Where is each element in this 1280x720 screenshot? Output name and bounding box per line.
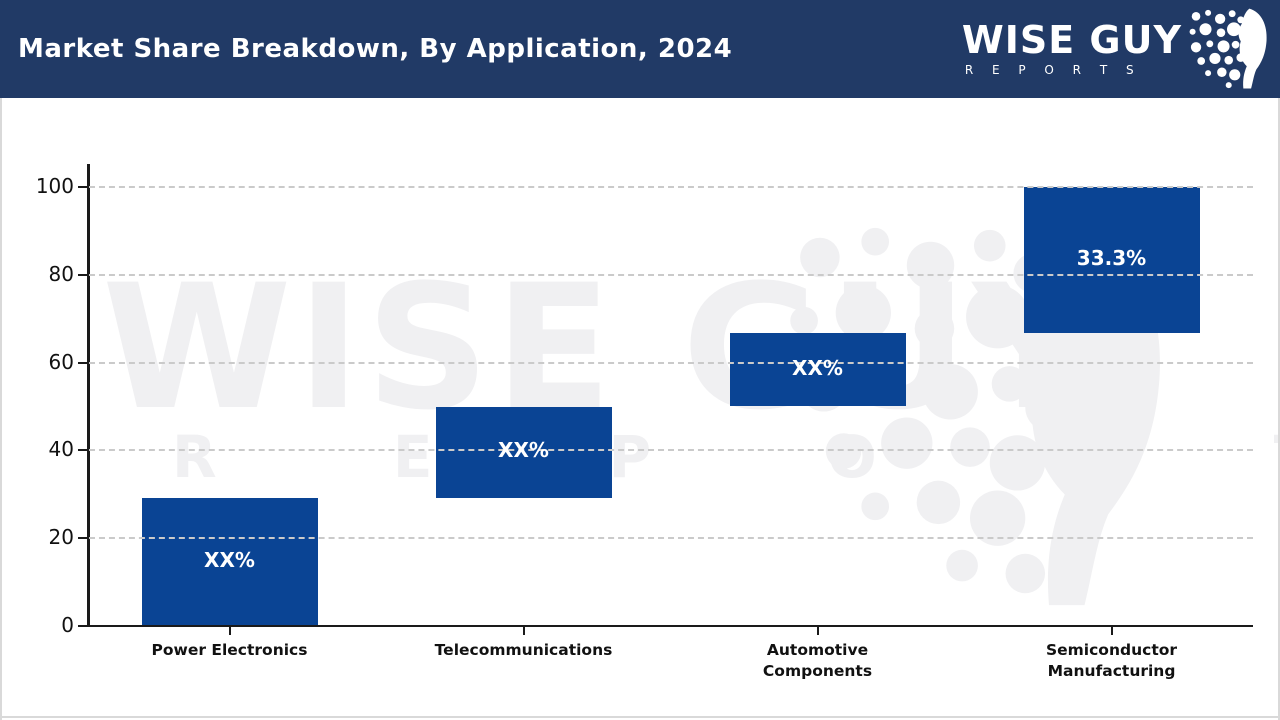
page-border-bottom xyxy=(0,716,1280,718)
page-title: Market Share Breakdown, By Application, … xyxy=(18,34,733,64)
category-label-power-electronics: Power Electronics xyxy=(110,640,350,661)
y-tick-label: 20 xyxy=(48,525,74,550)
gridline-40 xyxy=(89,449,1253,452)
y-tickmark xyxy=(78,186,87,188)
category-label-line: Components xyxy=(762,661,873,680)
y-tick-label: 0 xyxy=(61,613,74,637)
category-label-automotive-components: Automotive Components xyxy=(698,640,938,682)
header-bar: Market Share Breakdown, By Application, … xyxy=(0,0,1280,98)
gridline-20 xyxy=(89,537,1253,540)
wise-guy-reports-logo: WISE GUY R E P O R T S xyxy=(962,5,1270,93)
logo-text: WISE GUY R E P O R T S xyxy=(962,21,1182,77)
category-label-line: Semiconductor xyxy=(1045,641,1178,659)
page-border-left xyxy=(0,98,2,720)
y-tickmark xyxy=(78,361,87,364)
x-tickmark xyxy=(522,627,525,635)
y-tickmark xyxy=(78,625,87,627)
y-tick-label: 60 xyxy=(48,349,74,374)
category-label-line: Automotive xyxy=(766,641,869,659)
bar-value-label-automotive-components: XX% xyxy=(792,355,843,380)
category-label-line: Telecommunications xyxy=(434,641,613,659)
bar-value-label-semiconductor-manufacturing: 33.3% xyxy=(1076,246,1147,271)
y-axis-spine xyxy=(87,164,90,627)
bar-semiconductor-manufacturing xyxy=(1023,187,1200,334)
gridline-100 xyxy=(89,186,1253,188)
x-tickmark xyxy=(816,627,819,635)
y-tickmark xyxy=(78,273,87,276)
logo-wiseguy-text: WISE GUY xyxy=(961,18,1182,62)
y-tick-label: 100 xyxy=(35,174,74,198)
x-tickmark xyxy=(1110,627,1113,635)
bar-telecommunications xyxy=(435,406,612,498)
category-label-semiconductor-manufacturing: Semiconductor Manufacturing xyxy=(992,640,1232,682)
logo-reports-text: R E P O R T S xyxy=(964,63,1142,77)
category-label-line: Manufacturing xyxy=(1047,661,1176,680)
y-tick-label: 80 xyxy=(48,261,74,286)
gridline-60 xyxy=(89,361,1253,364)
category-label-telecommunications: Telecommunications xyxy=(404,640,644,661)
page-border-right xyxy=(1278,98,1280,720)
logo-head-dots-icon xyxy=(1189,8,1267,89)
x-tickmark xyxy=(228,627,231,635)
y-tick-label: 40 xyxy=(48,437,74,462)
x-axis-spine xyxy=(87,624,1253,627)
bar-value-label-power-electronics: XX% xyxy=(204,547,255,572)
gridline-80 xyxy=(89,273,1253,276)
y-tickmark xyxy=(78,537,87,540)
bar-automotive-components xyxy=(729,333,906,407)
bar-value-label-telecommunications: XX% xyxy=(498,438,549,463)
bar-power-electronics xyxy=(141,497,318,626)
y-tickmark xyxy=(78,449,87,452)
category-label-line: Power Electronics xyxy=(151,641,308,659)
